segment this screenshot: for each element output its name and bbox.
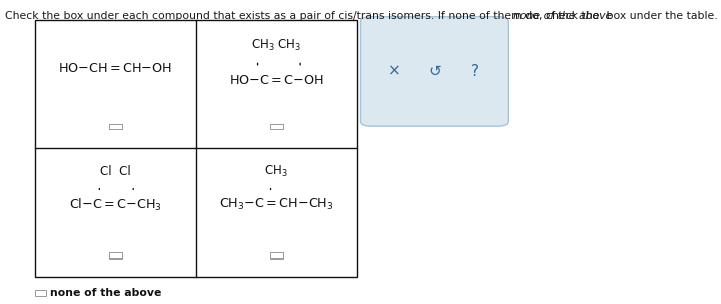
Text: ↺: ↺ bbox=[428, 64, 441, 79]
Bar bbox=[35, 290, 45, 295]
Text: ?: ? bbox=[471, 64, 479, 79]
FancyBboxPatch shape bbox=[360, 17, 508, 126]
Bar bbox=[35, 20, 357, 277]
Text: Cl  Cl: Cl Cl bbox=[99, 165, 131, 178]
Bar bbox=[270, 252, 283, 257]
Bar bbox=[270, 253, 283, 259]
Text: HO$-$C$=$C$-$OH: HO$-$C$=$C$-$OH bbox=[229, 74, 324, 87]
Text: none of the above: none of the above bbox=[50, 288, 162, 298]
Text: ×: × bbox=[388, 64, 400, 79]
Text: Check the box under each compound that exists as a pair of cis/trans isomers. If: Check the box under each compound that e… bbox=[5, 11, 603, 21]
Bar bbox=[109, 124, 122, 129]
Text: box under the table.: box under the table. bbox=[603, 11, 717, 21]
Text: CH$_3$: CH$_3$ bbox=[265, 164, 288, 179]
Bar bbox=[109, 252, 122, 257]
Bar bbox=[109, 253, 122, 259]
Text: HO$-$CH$=$CH$-$OH: HO$-$CH$=$CH$-$OH bbox=[58, 62, 172, 75]
Text: CH$_3$ CH$_3$: CH$_3$ CH$_3$ bbox=[251, 38, 301, 53]
Text: Cl$-$C$=$C$-$CH$_3$: Cl$-$C$=$C$-$CH$_3$ bbox=[68, 197, 162, 213]
Text: none of the above: none of the above bbox=[513, 11, 612, 21]
Text: CH$_3$$-$C$=$CH$-$CH$_3$: CH$_3$$-$C$=$CH$-$CH$_3$ bbox=[219, 197, 334, 212]
Bar bbox=[270, 124, 283, 129]
